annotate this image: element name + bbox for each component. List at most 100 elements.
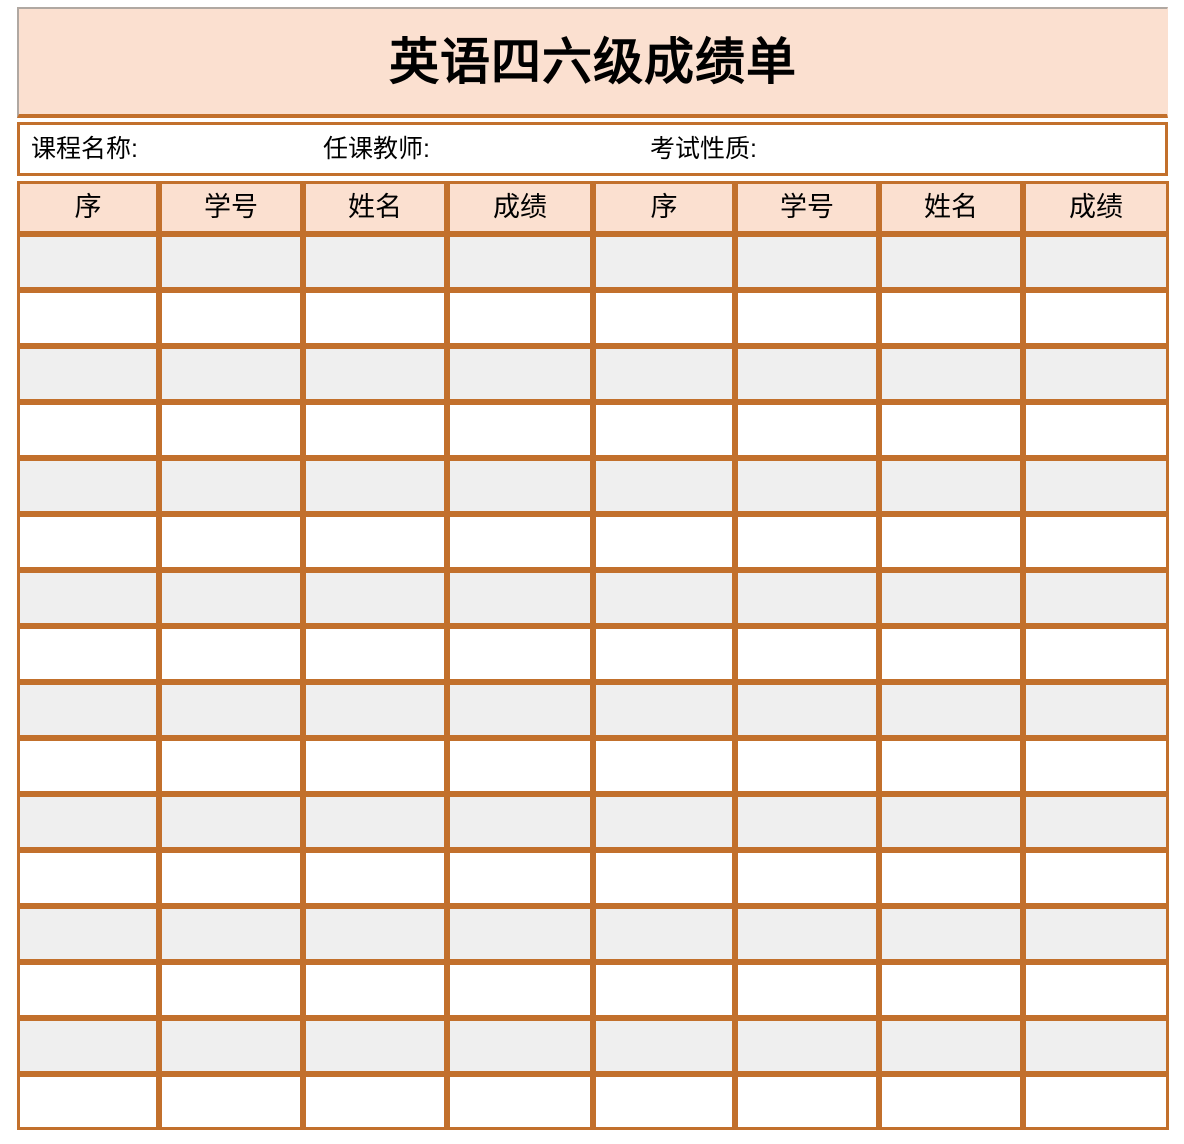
table-cell[interactable] bbox=[17, 738, 159, 794]
table-cell[interactable] bbox=[17, 514, 159, 570]
table-cell[interactable] bbox=[593, 1018, 735, 1074]
table-cell[interactable] bbox=[735, 962, 879, 1018]
table-cell[interactable] bbox=[735, 290, 879, 346]
table-cell[interactable] bbox=[735, 906, 879, 962]
table-cell[interactable] bbox=[1023, 906, 1169, 962]
table-cell[interactable] bbox=[593, 570, 735, 626]
table-cell[interactable] bbox=[1023, 1018, 1169, 1074]
table-cell[interactable] bbox=[17, 626, 159, 682]
table-cell[interactable] bbox=[735, 514, 879, 570]
table-cell[interactable] bbox=[879, 458, 1023, 514]
table-cell[interactable] bbox=[593, 794, 735, 850]
table-cell[interactable] bbox=[447, 682, 593, 738]
table-cell[interactable] bbox=[159, 346, 303, 402]
table-cell[interactable] bbox=[1023, 738, 1169, 794]
table-cell[interactable] bbox=[159, 682, 303, 738]
table-cell[interactable] bbox=[447, 794, 593, 850]
table-cell[interactable] bbox=[735, 234, 879, 290]
table-cell[interactable] bbox=[17, 346, 159, 402]
table-cell[interactable] bbox=[879, 626, 1023, 682]
table-cell[interactable] bbox=[735, 1018, 879, 1074]
table-cell[interactable] bbox=[17, 962, 159, 1018]
table-cell[interactable] bbox=[1023, 626, 1169, 682]
table-cell[interactable] bbox=[303, 234, 447, 290]
table-cell[interactable] bbox=[303, 1018, 447, 1074]
table-cell[interactable] bbox=[159, 626, 303, 682]
table-cell[interactable] bbox=[879, 346, 1023, 402]
table-cell[interactable] bbox=[735, 738, 879, 794]
table-cell[interactable] bbox=[879, 570, 1023, 626]
table-cell[interactable] bbox=[879, 402, 1023, 458]
table-cell[interactable] bbox=[879, 290, 1023, 346]
table-cell[interactable] bbox=[17, 290, 159, 346]
table-cell[interactable] bbox=[1023, 962, 1169, 1018]
table-cell[interactable] bbox=[447, 514, 593, 570]
table-cell[interactable] bbox=[159, 1018, 303, 1074]
table-cell[interactable] bbox=[303, 850, 447, 906]
table-cell[interactable] bbox=[879, 738, 1023, 794]
table-cell[interactable] bbox=[593, 850, 735, 906]
table-cell[interactable] bbox=[303, 346, 447, 402]
table-cell[interactable] bbox=[159, 458, 303, 514]
table-cell[interactable] bbox=[447, 402, 593, 458]
table-cell[interactable] bbox=[303, 962, 447, 1018]
table-cell[interactable] bbox=[303, 1074, 447, 1130]
table-cell[interactable] bbox=[879, 1074, 1023, 1130]
table-cell[interactable] bbox=[593, 346, 735, 402]
table-cell[interactable] bbox=[447, 906, 593, 962]
table-cell[interactable] bbox=[159, 738, 303, 794]
table-cell[interactable] bbox=[303, 794, 447, 850]
table-cell[interactable] bbox=[879, 682, 1023, 738]
table-cell[interactable] bbox=[593, 1074, 735, 1130]
table-cell[interactable] bbox=[1023, 682, 1169, 738]
table-cell[interactable] bbox=[447, 346, 593, 402]
table-cell[interactable] bbox=[593, 626, 735, 682]
table-cell[interactable] bbox=[1023, 290, 1169, 346]
table-cell[interactable] bbox=[1023, 346, 1169, 402]
table-cell[interactable] bbox=[593, 234, 735, 290]
table-cell[interactable] bbox=[303, 906, 447, 962]
table-cell[interactable] bbox=[879, 794, 1023, 850]
table-cell[interactable] bbox=[447, 570, 593, 626]
table-cell[interactable] bbox=[879, 1018, 1023, 1074]
table-cell[interactable] bbox=[593, 514, 735, 570]
table-cell[interactable] bbox=[159, 794, 303, 850]
table-cell[interactable] bbox=[159, 402, 303, 458]
table-cell[interactable] bbox=[17, 794, 159, 850]
table-cell[interactable] bbox=[17, 1074, 159, 1130]
table-cell[interactable] bbox=[303, 738, 447, 794]
table-cell[interactable] bbox=[593, 458, 735, 514]
table-cell[interactable] bbox=[593, 402, 735, 458]
table-cell[interactable] bbox=[735, 402, 879, 458]
table-cell[interactable] bbox=[447, 962, 593, 1018]
table-cell[interactable] bbox=[447, 290, 593, 346]
table-cell[interactable] bbox=[447, 626, 593, 682]
table-cell[interactable] bbox=[593, 682, 735, 738]
table-cell[interactable] bbox=[303, 458, 447, 514]
table-cell[interactable] bbox=[303, 402, 447, 458]
table-cell[interactable] bbox=[303, 626, 447, 682]
table-cell[interactable] bbox=[593, 906, 735, 962]
table-cell[interactable] bbox=[17, 570, 159, 626]
table-cell[interactable] bbox=[1023, 850, 1169, 906]
table-cell[interactable] bbox=[879, 962, 1023, 1018]
table-cell[interactable] bbox=[879, 234, 1023, 290]
table-cell[interactable] bbox=[879, 514, 1023, 570]
table-cell[interactable] bbox=[593, 290, 735, 346]
table-cell[interactable] bbox=[159, 290, 303, 346]
table-cell[interactable] bbox=[593, 738, 735, 794]
table-cell[interactable] bbox=[735, 458, 879, 514]
table-cell[interactable] bbox=[303, 290, 447, 346]
table-cell[interactable] bbox=[735, 1074, 879, 1130]
table-cell[interactable] bbox=[17, 234, 159, 290]
table-cell[interactable] bbox=[879, 850, 1023, 906]
table-cell[interactable] bbox=[447, 1074, 593, 1130]
table-cell[interactable] bbox=[17, 850, 159, 906]
info-row[interactable]: 课程名称: 任课教师: 考试性质: bbox=[17, 122, 1168, 176]
table-cell[interactable] bbox=[593, 962, 735, 1018]
table-cell[interactable] bbox=[159, 514, 303, 570]
table-cell[interactable] bbox=[735, 626, 879, 682]
table-cell[interactable] bbox=[447, 234, 593, 290]
table-cell[interactable] bbox=[303, 514, 447, 570]
table-cell[interactable] bbox=[735, 850, 879, 906]
